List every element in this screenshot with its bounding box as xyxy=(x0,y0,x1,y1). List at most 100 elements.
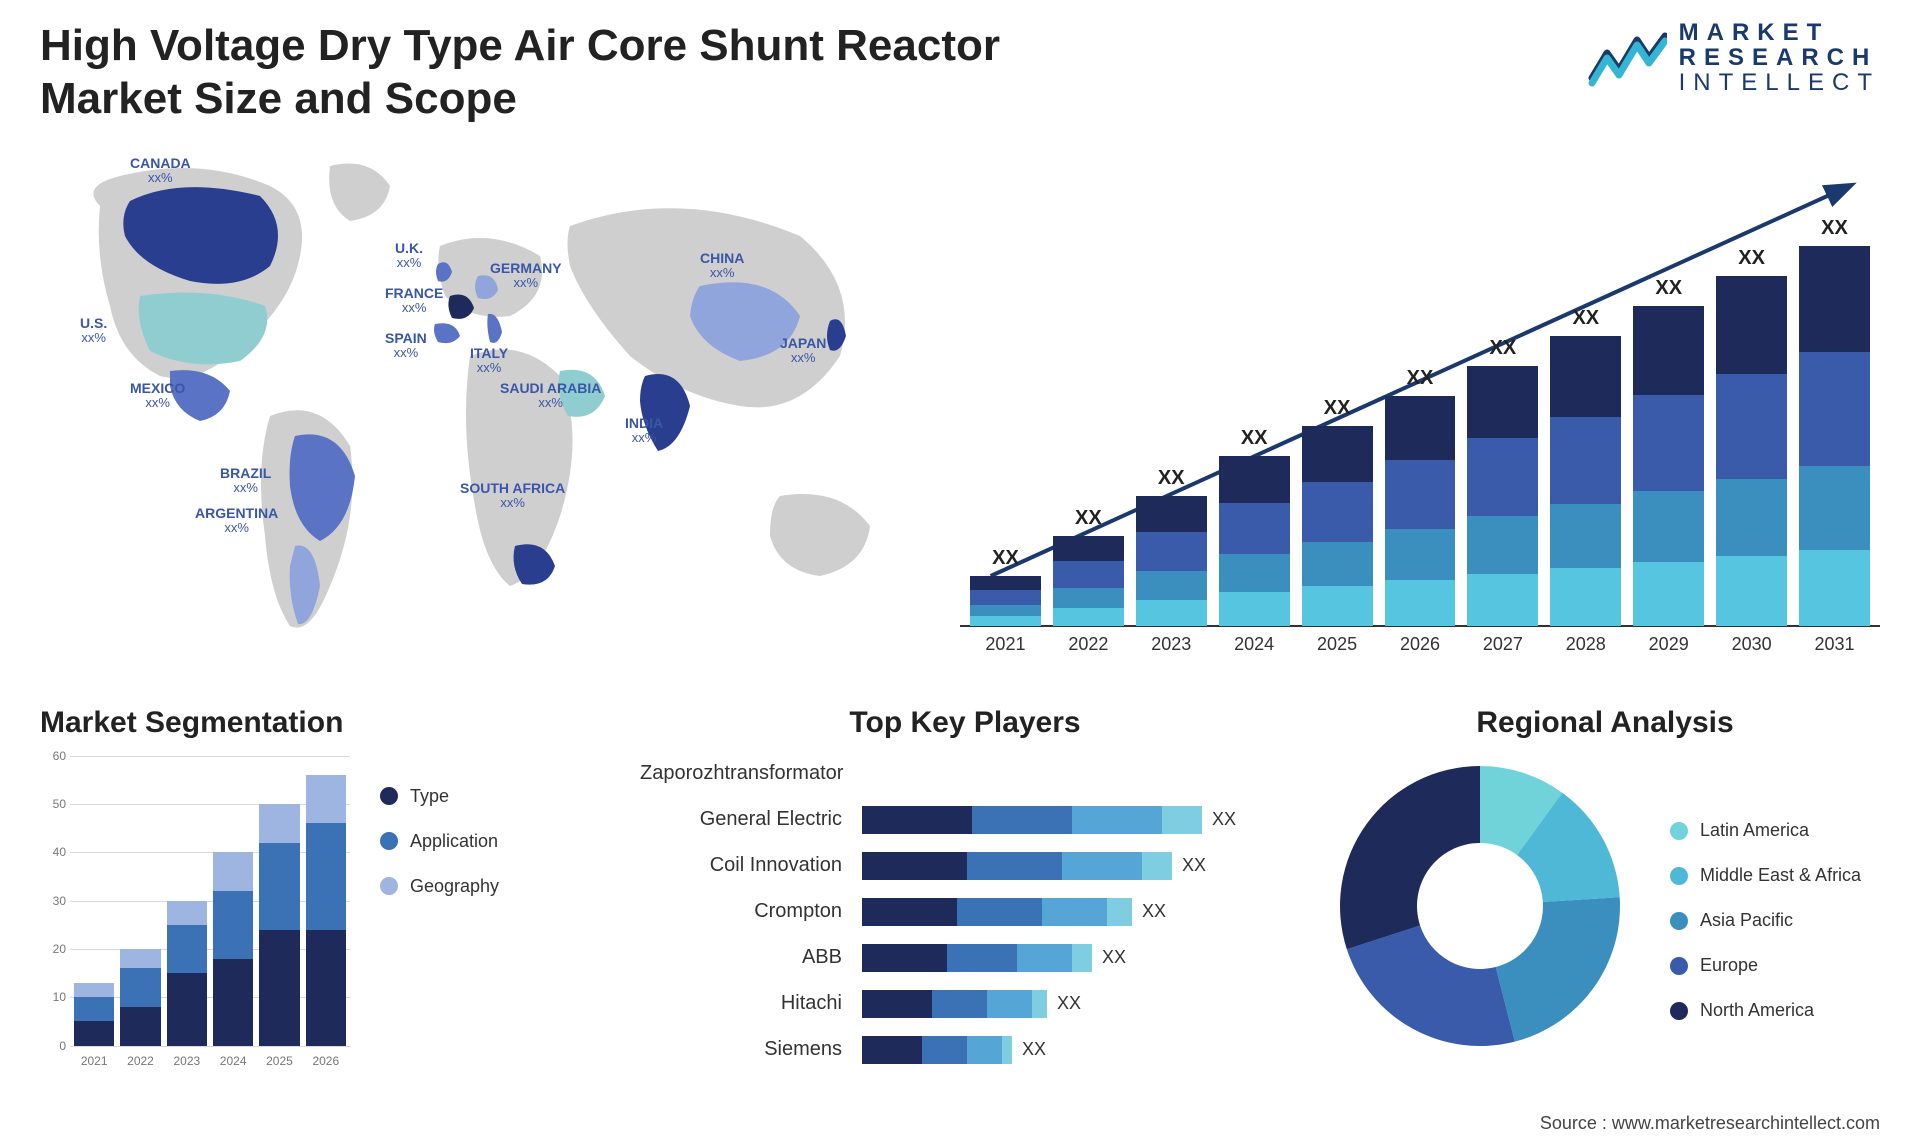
donut-slice xyxy=(1496,897,1620,1041)
regional-title: Regional Analysis xyxy=(1330,706,1880,740)
map-label: SAUDI ARABIAxx% xyxy=(500,381,601,411)
growth-xaxis-label: 2026 xyxy=(1385,626,1456,666)
map-label: GERMANYxx% xyxy=(490,261,562,291)
legend-dot-icon xyxy=(1670,1002,1688,1020)
growth-bar-value: XX xyxy=(1655,277,1682,300)
growth-bar: XX xyxy=(1053,507,1124,626)
segmentation-chart: 0102030405060 202120222023202420252026 xyxy=(40,756,350,1076)
growth-xaxis-label: 2031 xyxy=(1799,626,1870,666)
players-panel: Top Key Players Zaporozhtransformator Gen… xyxy=(640,706,1290,1076)
player-row: Zaporozhtransformator xyxy=(640,756,1290,792)
donut-slice xyxy=(1340,766,1480,949)
map-label: JAPANxx% xyxy=(780,336,826,366)
seg-bar xyxy=(167,901,207,1046)
map-label: SPAINxx% xyxy=(385,331,427,361)
legend-dot-icon xyxy=(380,877,398,895)
growth-bar: XX xyxy=(1302,397,1373,626)
map-label: ITALYxx% xyxy=(470,346,508,376)
player-value: XX xyxy=(1142,901,1166,922)
player-label: Hitachi xyxy=(640,992,850,1015)
player-bar xyxy=(862,852,1172,880)
legend-item: Middle East & Africa xyxy=(1670,865,1861,886)
legend-item: Latin America xyxy=(1670,820,1861,841)
player-value: XX xyxy=(1057,993,1081,1014)
seg-xaxis-label: 2024 xyxy=(213,1048,253,1076)
growth-xaxis-label: 2025 xyxy=(1302,626,1373,666)
growth-bar-value: XX xyxy=(1158,467,1185,490)
player-bar xyxy=(862,944,1092,972)
legend-dot-icon xyxy=(380,787,398,805)
growth-xaxis-label: 2024 xyxy=(1219,626,1290,666)
growth-bar-value: XX xyxy=(1572,307,1599,330)
logo-text: MARKET RESEARCH INTELLECT xyxy=(1679,20,1880,96)
segmentation-legend: TypeApplicationGeography xyxy=(380,756,499,1076)
map-label: MEXICOxx% xyxy=(130,381,185,411)
growth-xaxis-label: 2022 xyxy=(1053,626,1124,666)
players-title: Top Key Players xyxy=(640,706,1290,740)
seg-xaxis-label: 2026 xyxy=(306,1048,346,1076)
legend-item: Application xyxy=(380,831,499,852)
growth-bar: XX xyxy=(1219,427,1290,626)
growth-bar-value: XX xyxy=(1324,397,1351,420)
legend-dot-icon xyxy=(380,832,398,850)
growth-bar-value: XX xyxy=(1407,367,1434,390)
legend-dot-icon xyxy=(1670,957,1688,975)
growth-xaxis-label: 2029 xyxy=(1633,626,1704,666)
header: High Voltage Dry Type Air Core Shunt Rea… xyxy=(40,20,1880,126)
growth-bar-value: XX xyxy=(1821,217,1848,240)
map-label: SOUTH AFRICAxx% xyxy=(460,481,565,511)
regional-legend: Latin America Middle East & Africa Asia Pa… xyxy=(1670,790,1861,1021)
seg-ytick: 40 xyxy=(40,845,66,859)
growth-chart: XXXXXXXXXXXXXXXXXXXXXX 20212022202320242… xyxy=(960,146,1880,666)
seg-ytick: 50 xyxy=(40,797,66,811)
seg-xaxis-label: 2021 xyxy=(74,1048,114,1076)
player-bar xyxy=(862,806,1202,834)
seg-xaxis-label: 2025 xyxy=(259,1048,299,1076)
player-bar xyxy=(862,1036,1012,1064)
legend-item: North America xyxy=(1670,1000,1861,1021)
seg-ytick: 20 xyxy=(40,942,66,956)
seg-bar xyxy=(120,949,160,1046)
legend-item: Asia Pacific xyxy=(1670,910,1861,931)
legend-dot-icon xyxy=(1670,912,1688,930)
world-map: CANADAxx%U.S.xx%MEXICOxx%BRAZILxx%ARGENT… xyxy=(40,146,920,666)
player-label: General Electric xyxy=(640,808,850,831)
player-value: XX xyxy=(1102,947,1126,968)
map-label: U.K.xx% xyxy=(395,241,423,271)
seg-bar xyxy=(259,804,299,1046)
growth-xaxis-label: 2028 xyxy=(1550,626,1621,666)
growth-bar-value: XX xyxy=(992,547,1019,570)
legend-dot-icon xyxy=(1670,867,1688,885)
seg-ytick: 30 xyxy=(40,894,66,908)
player-row: Coil Innovation XX xyxy=(640,848,1290,884)
player-label: Coil Innovation xyxy=(640,854,850,877)
legend-dot-icon xyxy=(1670,822,1688,840)
growth-bar: XX xyxy=(970,547,1041,626)
logo-mark-icon xyxy=(1587,28,1667,88)
legend-item: Europe xyxy=(1670,955,1861,976)
map-label: CANADAxx% xyxy=(130,156,191,186)
seg-ytick: 0 xyxy=(40,1039,66,1053)
growth-xaxis-label: 2027 xyxy=(1467,626,1538,666)
player-bar xyxy=(862,990,1047,1018)
growth-xaxis-label: 2023 xyxy=(1136,626,1207,666)
growth-bar: XX xyxy=(1550,307,1621,626)
growth-xaxis-label: 2030 xyxy=(1716,626,1787,666)
player-value: XX xyxy=(1182,855,1206,876)
player-label: ABB xyxy=(640,946,850,969)
player-label: Zaporozhtransformator xyxy=(640,762,850,785)
legend-item: Geography xyxy=(380,876,499,897)
player-row: General ElectricXX xyxy=(640,802,1290,838)
player-row: Hitachi XX xyxy=(640,986,1290,1022)
segmentation-panel: Market Segmentation 0102030405060 202120… xyxy=(40,706,600,1076)
growth-bar-value: XX xyxy=(1738,247,1765,270)
map-label: CHINAxx% xyxy=(700,251,744,281)
seg-ytick: 60 xyxy=(40,749,66,763)
top-row: CANADAxx%U.S.xx%MEXICOxx%BRAZILxx%ARGENT… xyxy=(40,146,1880,666)
player-bar xyxy=(862,898,1132,926)
seg-bar xyxy=(213,852,253,1045)
seg-bar xyxy=(74,983,114,1046)
seg-ytick: 10 xyxy=(40,990,66,1004)
map-label: U.S.xx% xyxy=(80,316,107,346)
seg-xaxis-label: 2022 xyxy=(120,1048,160,1076)
